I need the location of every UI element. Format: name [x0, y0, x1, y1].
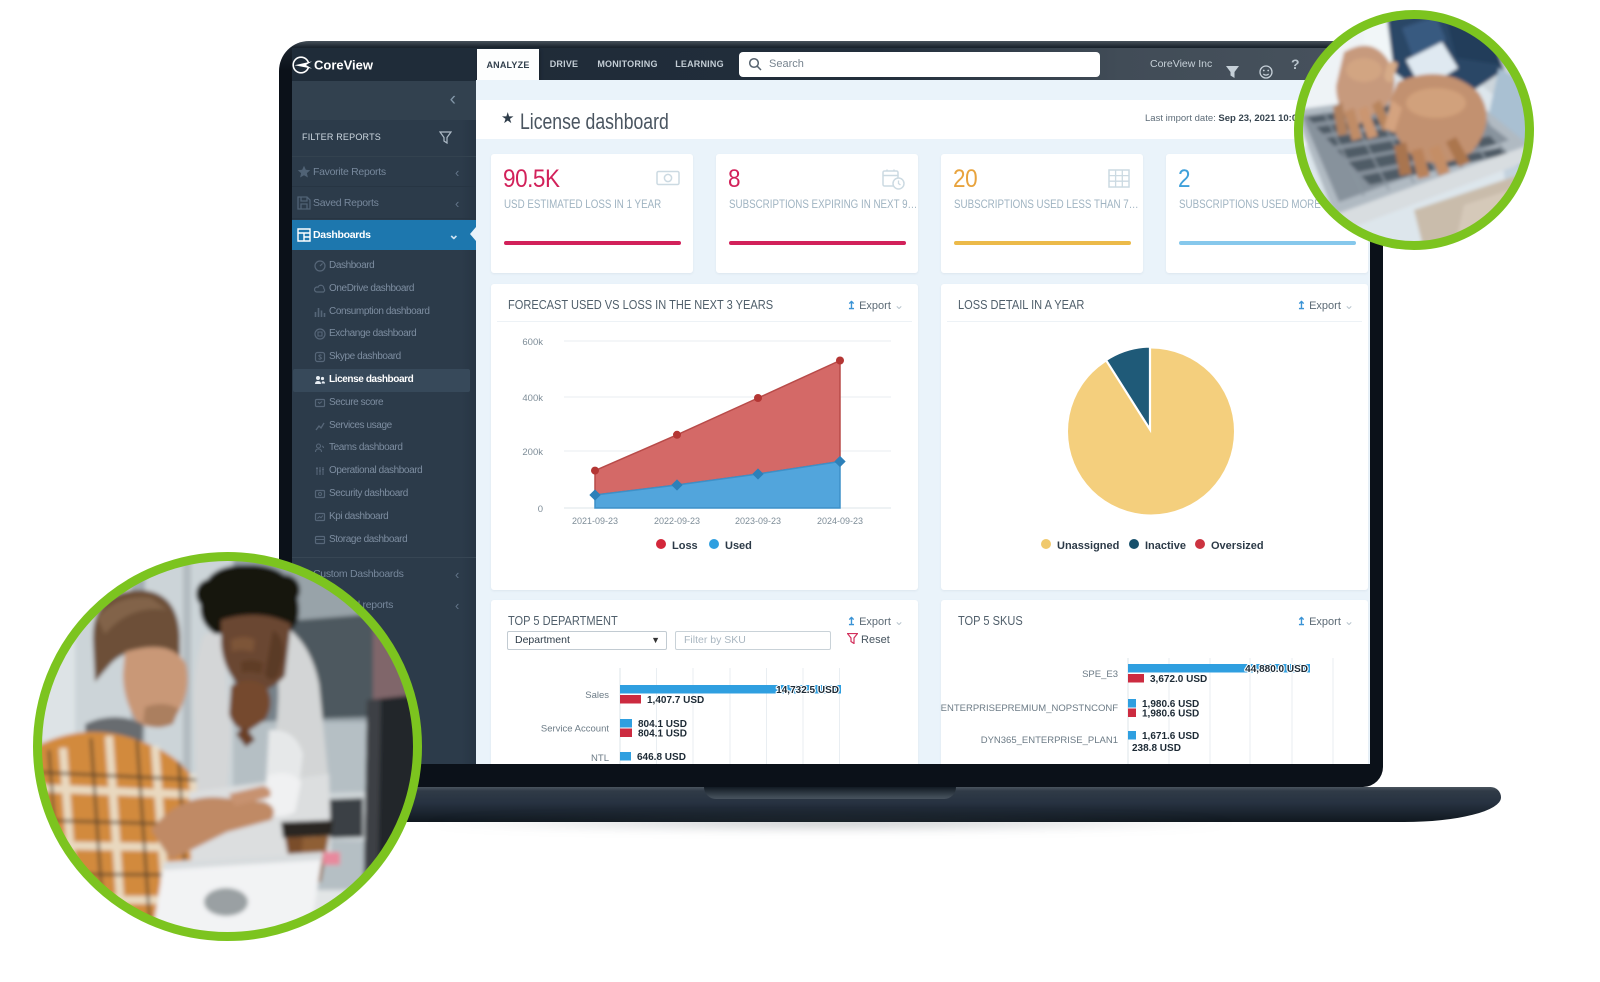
svg-text:2021-09-23: 2021-09-23: [572, 516, 618, 526]
svg-text:2023-09-23: 2023-09-23: [735, 516, 781, 526]
svg-text:3,672.0 USD: 3,672.0 USD: [1150, 674, 1207, 685]
svg-text:44,880.0 USD: 44,880.0 USD: [1245, 664, 1308, 675]
svg-text:Used: Used: [725, 540, 752, 552]
svg-text:NTL: NTL: [591, 753, 609, 764]
svg-text:2022-09-23: 2022-09-23: [654, 516, 700, 526]
svg-text:0: 0: [538, 504, 543, 515]
svg-text:Service Account: Service Account: [541, 724, 609, 735]
svg-text:400k: 400k: [522, 393, 543, 404]
svg-text:804.1 USD: 804.1 USD: [638, 729, 687, 740]
svg-text:1,980.6 USD: 1,980.6 USD: [1142, 709, 1199, 720]
svg-text:646.8 USD: 646.8 USD: [637, 752, 686, 763]
svg-text:804.1 USD: 804.1 USD: [638, 719, 687, 730]
svg-text:CoreView: CoreView: [314, 58, 374, 73]
svg-text:1,980.6 USD: 1,980.6 USD: [1142, 699, 1199, 710]
svg-text:Sales: Sales: [585, 690, 609, 701]
svg-text:Loss: Loss: [672, 540, 698, 552]
svg-text:600k: 600k: [522, 337, 543, 348]
svg-text:1,407.7 USD: 1,407.7 USD: [647, 695, 704, 706]
svg-text:Unassigned: Unassigned: [1057, 540, 1119, 552]
svg-text:DYN365_ENTERPRISE_PLAN1: DYN365_ENTERPRISE_PLAN1: [981, 735, 1118, 746]
svg-text:ENTERPRISEPREMIUM_NOPSTNCONF: ENTERPRISEPREMIUM_NOPSTNCONF: [941, 703, 1118, 714]
svg-text:Inactive: Inactive: [1145, 540, 1186, 552]
svg-text:14,732.5 USD: 14,732.5 USD: [776, 685, 839, 696]
svg-text:200k: 200k: [522, 447, 543, 458]
svg-text:1,671.6 USD: 1,671.6 USD: [1142, 731, 1199, 742]
svg-text:238.8 USD: 238.8 USD: [1132, 743, 1181, 754]
svg-text:2024-09-23: 2024-09-23: [817, 516, 863, 526]
svg-text:Oversized: Oversized: [1211, 540, 1264, 552]
svg-text:SPE_E3: SPE_E3: [1082, 669, 1118, 680]
